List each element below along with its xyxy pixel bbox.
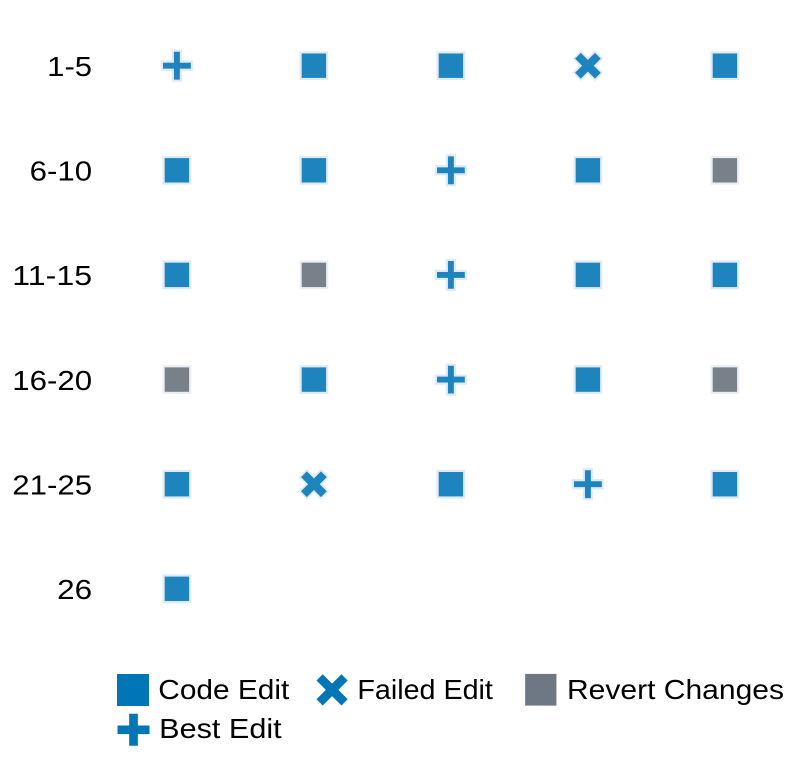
svg-text:Revert Changes: Revert Changes <box>567 674 784 705</box>
svg-text:Code Edit: Code Edit <box>158 674 289 705</box>
svg-text:11-15: 11-15 <box>12 260 92 291</box>
svg-text:Best Edit: Best Edit <box>159 713 282 744</box>
svg-text:6-10: 6-10 <box>30 155 92 186</box>
svg-text:1-5: 1-5 <box>47 51 92 82</box>
svg-text:Failed Edit: Failed Edit <box>357 674 493 705</box>
svg-text:16-20: 16-20 <box>12 365 92 396</box>
svg-text:26: 26 <box>57 574 92 605</box>
svg-text:21-25: 21-25 <box>12 469 92 500</box>
